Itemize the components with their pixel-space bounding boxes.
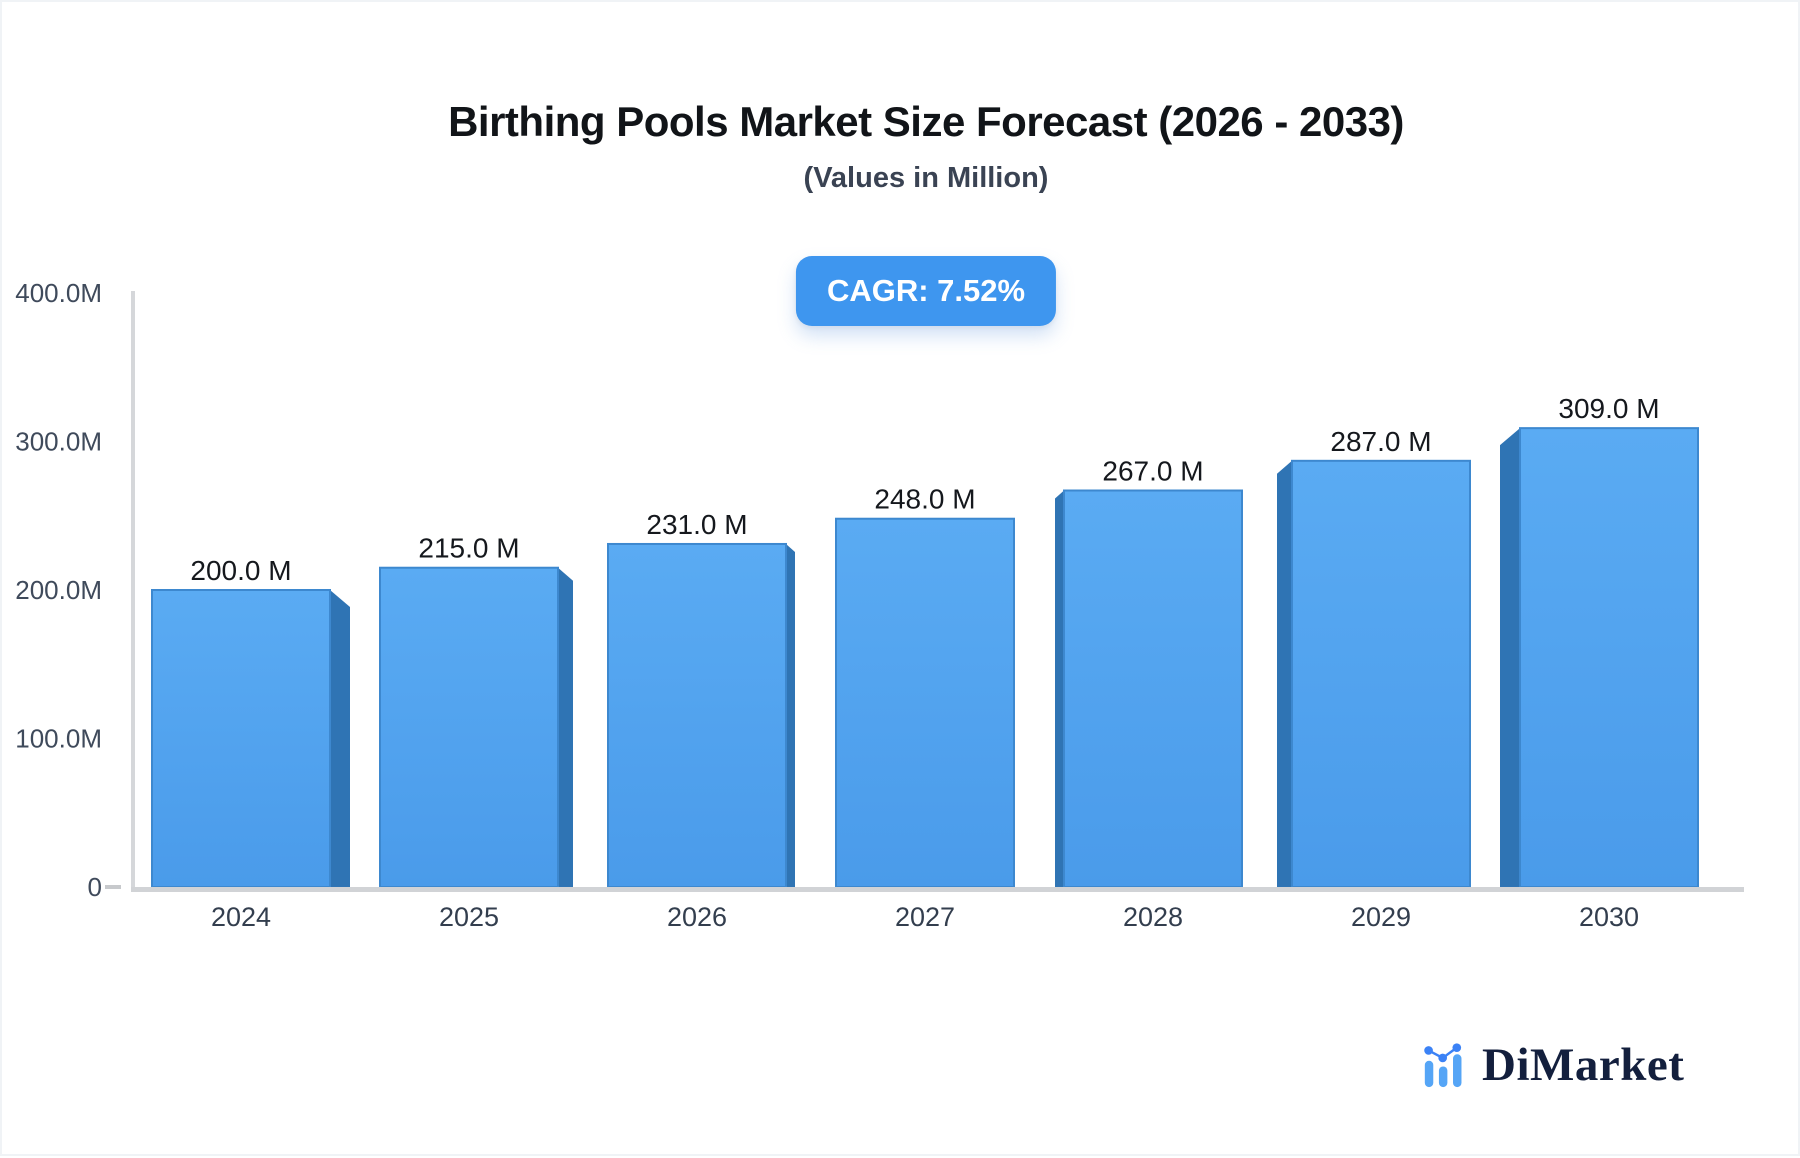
bar-2028 bbox=[1063, 489, 1243, 888]
x-axis-label: 2027 bbox=[895, 902, 955, 932]
x-axis-label: 2026 bbox=[667, 902, 727, 932]
y-axis-label: 200.0M bbox=[15, 575, 102, 605]
chart-subtitle: (Values in Million) bbox=[803, 162, 1049, 194]
bar-2024 bbox=[151, 589, 331, 888]
bar-value-label: 287.0 M bbox=[1330, 426, 1431, 457]
bar-2029 bbox=[1291, 459, 1471, 888]
y-axis-label: 400.0M bbox=[15, 278, 102, 308]
cagr-badge-label: CAGR: 7.52% bbox=[826, 273, 1026, 308]
bar-side-face bbox=[786, 543, 795, 887]
y-axis-label: 300.0M bbox=[15, 427, 102, 457]
bar-value-label: 231.0 M bbox=[646, 509, 747, 540]
dimarket-logo-icon bbox=[1424, 1043, 1462, 1088]
bar-value-label: 215.0 M bbox=[418, 533, 519, 564]
bar-2030 bbox=[1519, 427, 1699, 888]
bar-2027 bbox=[835, 517, 1015, 888]
x-axis-label: 2030 bbox=[1579, 902, 1639, 932]
bar-side-face bbox=[1277, 460, 1292, 887]
x-axis-label: 2028 bbox=[1123, 902, 1183, 932]
chart-header: Birthing Pools Market Size Forecast (202… bbox=[448, 98, 1404, 195]
x-axis-label: 2029 bbox=[1351, 902, 1411, 932]
bar-2026 bbox=[607, 542, 787, 889]
bar-value-label: 267.0 M bbox=[1102, 456, 1203, 487]
cagr-badge: CAGR: 7.52% bbox=[795, 256, 1057, 326]
y-axis-label: 0 bbox=[88, 872, 102, 902]
bar-value-label: 309.0 M bbox=[1558, 393, 1659, 424]
bar-side-face bbox=[1055, 490, 1064, 887]
bar-side-face bbox=[330, 590, 350, 887]
bar-value-label: 248.0 M bbox=[874, 484, 975, 515]
y-axis-label: 100.0M bbox=[15, 724, 102, 754]
chart-title: Birthing Pools Market Size Forecast (202… bbox=[448, 98, 1404, 145]
bar-value-label: 200.0 M bbox=[190, 555, 291, 586]
bar-2025 bbox=[379, 566, 559, 888]
x-axis-label: 2024 bbox=[211, 902, 271, 932]
x-axis-label: 2025 bbox=[439, 902, 499, 932]
brand-name: DiMarket bbox=[1482, 1039, 1685, 1091]
bar-side-face bbox=[558, 567, 573, 887]
bar-side-face bbox=[1500, 428, 1520, 887]
brand-logo: DiMarket bbox=[1422, 1042, 1684, 1089]
